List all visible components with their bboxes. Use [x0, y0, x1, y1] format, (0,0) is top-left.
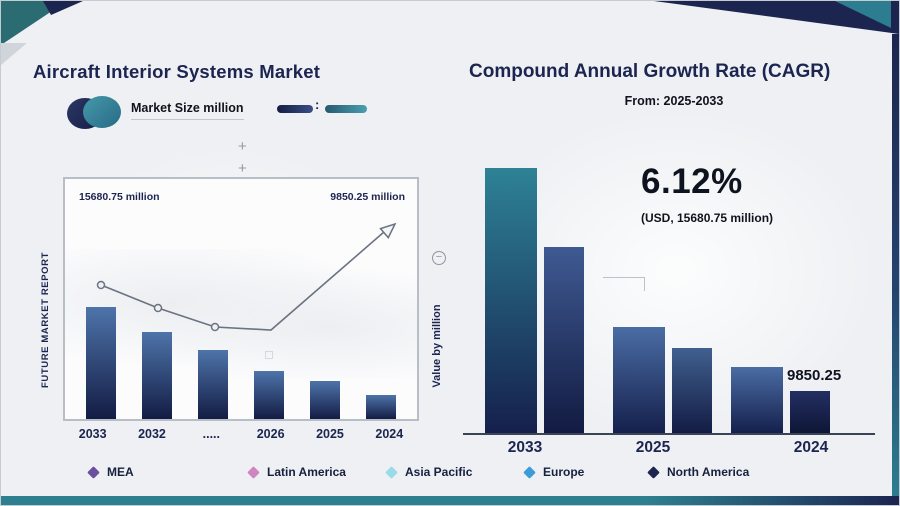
legend-item-mea: MEA [87, 465, 134, 479]
trend-line-with-arrow [96, 222, 397, 332]
left-x-label-2: ..... [202, 427, 220, 441]
left-x-label-4: 2025 [316, 427, 344, 441]
value-by-million-label: Value by million [431, 304, 443, 388]
legend-item-label: MEA [107, 465, 134, 479]
right-bar-group-2033 [485, 168, 584, 433]
legend-diamond-icon [87, 465, 100, 479]
cylinder-icon [67, 96, 123, 130]
right-bar-2025-secondary [672, 348, 712, 433]
right-x-axis-labels: 2033 2025 2024 [463, 439, 879, 459]
left-x-axis-labels: 2033 2032..... 2026 2025 2024 [63, 427, 419, 441]
ghost-bracket-decoration [603, 277, 645, 291]
right-bar-2033-primary [485, 168, 537, 433]
bottom-edge-strip [1, 496, 899, 505]
x-axis-baseline [463, 433, 875, 435]
cylinder-top-face [83, 96, 121, 128]
right-bar-2033-secondary [544, 247, 584, 433]
legend-pill-teal [325, 105, 367, 113]
legend-diamond-icon [385, 465, 398, 479]
legend-item-label: Asia Pacific [405, 465, 473, 479]
cagr-subtitle: From: 2025-2033 [624, 94, 724, 108]
market-size-legend-label: Market Size million [131, 101, 244, 115]
future-market-report-label: FUTURE MARKET REPORT [40, 251, 51, 389]
legend-diamond-icon [647, 465, 660, 479]
corner-accent-gray [1, 43, 27, 65]
right-x-label-2024: 2024 [793, 439, 829, 456]
legend-item-label: Europe [543, 465, 585, 479]
left-chart-title: Aircraft Interior Systems Market [33, 61, 321, 82]
bar-annotation-9850: 9850.25 [787, 367, 842, 384]
cagr-title: Compound Annual Growth Rate (CAGR) [469, 61, 831, 82]
right-x-label-2025: 2025 [635, 439, 671, 456]
legend-pill-separator: : [315, 97, 320, 112]
legend-item-europe: Europe [523, 465, 585, 479]
legend-pill-navy [277, 105, 313, 113]
region-legend: MEA Latin America Asia Pacific Europe North … [1, 465, 899, 489]
right-bar-2025-primary [613, 327, 665, 433]
left-bar-chart-panel: 15680.75 million 9850.25 million [63, 177, 419, 421]
legend-underline [131, 119, 244, 120]
legend-item-asia-pacific: Asia Pacific [385, 465, 473, 479]
right-edge-strip [892, 34, 899, 497]
plus-decoration-icon: + [238, 160, 247, 177]
legend-item-label: North America [667, 465, 750, 479]
plus-decoration-icon: + [238, 138, 247, 155]
left-x-label-1: 2032 [138, 427, 166, 441]
legend-diamond-icon [247, 465, 260, 479]
left-x-label-0: 2033 [78, 427, 107, 441]
legend-item-label: Latin America [267, 465, 346, 479]
legend-item-latin-america: Latin America [247, 465, 346, 479]
right-bar-group-2025 [613, 327, 712, 433]
right-bar-2024-secondary [790, 391, 830, 433]
left-x-label-5: 2024 [375, 427, 404, 441]
legend-diamond-icon [523, 465, 536, 479]
left-x-label-3: 2026 [256, 427, 285, 441]
right-x-label-2033: 2033 [507, 439, 543, 456]
right-bar-2024-primary [731, 367, 783, 433]
minus-circle-icon: − [432, 251, 446, 265]
right-bar-chart [463, 159, 879, 435]
legend-item-north-america: North America [647, 465, 750, 479]
